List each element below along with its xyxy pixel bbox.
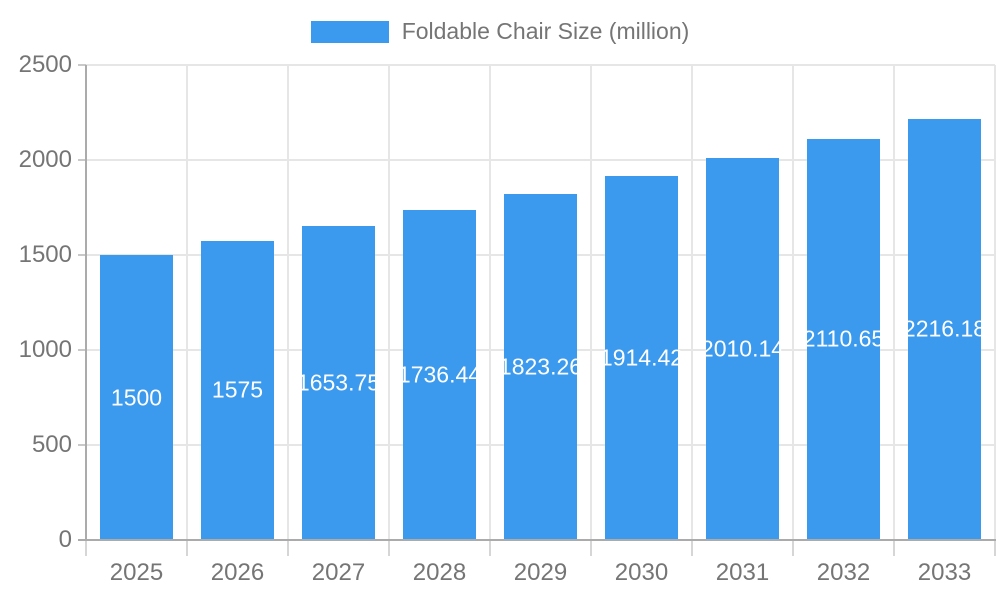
x-axis-tick [691, 540, 693, 556]
x-axis-category-label: 2033 [917, 559, 972, 586]
x-axis-line [78, 539, 996, 541]
x-gridline [893, 65, 895, 540]
x-axis-tick [893, 540, 895, 556]
x-gridline [388, 65, 390, 540]
y-axis-tick [78, 349, 86, 351]
y-gridline [86, 64, 995, 66]
bar[interactable]: 2010.14 [701, 158, 784, 540]
legend-label: Foldable Chair Size (million) [401, 18, 690, 44]
y-axis-tick-label: 0 [58, 526, 72, 553]
x-axis-category-label: 2031 [715, 559, 770, 586]
bar[interactable]: 1500 [100, 255, 173, 540]
x-axis-category-label: 2027 [311, 559, 366, 586]
y-gridline [86, 159, 995, 161]
x-axis-tick [85, 540, 87, 556]
bar[interactable]: 1575 [201, 240, 274, 540]
bar[interactable]: 1736.44 [398, 210, 481, 540]
x-gridline [994, 65, 996, 540]
bar[interactable]: 2216.18 [903, 118, 986, 540]
bar-value-label: 1575 [211, 376, 264, 403]
x-axis-tick [994, 540, 996, 556]
bar[interactable]: 1823.26 [499, 193, 582, 540]
bar-value-label: 1500 [110, 384, 163, 410]
y-axis-tick [78, 444, 86, 446]
bar[interactable]: 2110.65 [803, 138, 884, 540]
x-axis-tick [489, 540, 491, 556]
x-axis-category-label: 2025 [109, 559, 164, 586]
x-gridline [590, 65, 592, 540]
y-axis-tick-label: 1500 [18, 241, 72, 268]
y-axis-tick-label: 2000 [18, 146, 72, 173]
x-axis-category-label: 2032 [816, 559, 871, 586]
legend-item[interactable]: Foldable Chair Size (million) [0, 18, 1000, 45]
y-axis-tick-label: 1000 [18, 336, 72, 363]
y-axis-line [85, 65, 87, 540]
y-axis-tick [78, 64, 86, 66]
x-gridline [792, 65, 794, 540]
bar[interactable]: 1653.75 [297, 225, 380, 540]
y-axis-tick [78, 159, 86, 161]
x-gridline [489, 65, 491, 540]
x-axis-tick [186, 540, 188, 556]
x-axis-category-label: 2029 [513, 559, 568, 586]
bar-value-label: 1653.75 [296, 369, 381, 396]
x-axis-tick [590, 540, 592, 556]
x-axis-tick [388, 540, 390, 556]
x-axis-tick [287, 540, 289, 556]
bar-value-label: 1823.26 [498, 353, 583, 380]
y-axis-tick-label: 500 [31, 431, 72, 458]
x-axis-tick [792, 540, 794, 556]
bar-value-label: 1914.42 [599, 344, 684, 371]
x-axis-category-label: 2028 [412, 559, 467, 586]
x-gridline [186, 65, 188, 540]
bar-value-label: 2110.65 [802, 325, 885, 352]
x-gridline [691, 65, 693, 540]
legend-swatch [310, 20, 389, 43]
bar-value-label: 1736.44 [397, 361, 482, 388]
bar-value-label: 2216.18 [902, 315, 987, 342]
x-axis-category-label: 2030 [614, 559, 669, 586]
x-axis-category-label: 2026 [210, 559, 265, 586]
bar[interactable]: 1914.42 [600, 176, 683, 540]
bar-value-label: 2010.14 [700, 335, 785, 362]
y-axis-tick [78, 254, 86, 256]
y-axis-tick-label: 2500 [18, 51, 72, 78]
x-gridline [287, 65, 289, 540]
